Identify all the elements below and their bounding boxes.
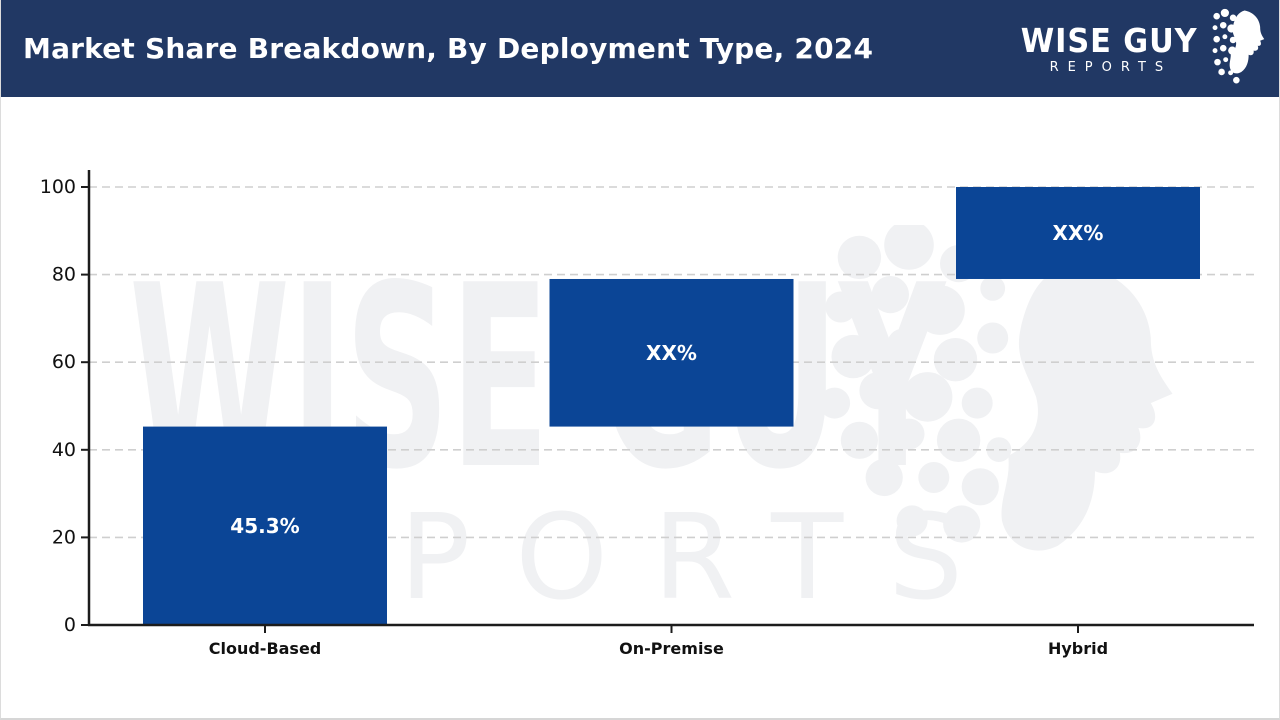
y-tick-label-100: 100 [40, 176, 76, 198]
bar-cloud-based [143, 426, 387, 625]
brand-name: WISE GUY [1020, 20, 1198, 60]
brand-logo: WISE GUY REPORTS [1013, 8, 1267, 90]
y-tick-label-20: 20 [52, 526, 76, 548]
bar-value-label: XX% [1053, 221, 1104, 245]
x-category-label: Cloud-Based [209, 639, 322, 658]
bar-value-label: XX% [646, 341, 697, 365]
y-tick-label-60: 60 [52, 351, 76, 373]
page-title: Market Share Breakdown, By Deployment Ty… [23, 32, 874, 65]
x-category-label: Hybrid [1048, 639, 1108, 658]
y-tick-label-40: 40 [52, 439, 76, 461]
y-tick-label-0: 0 [64, 614, 76, 636]
brand-head-icon [1212, 8, 1265, 83]
brand-subtitle: REPORTS [1049, 59, 1173, 75]
x-category-label: On-Premise [619, 639, 724, 658]
header: Market Share Breakdown, By Deployment Ty… [1, 0, 1279, 97]
bar-on-premise [549, 278, 794, 427]
brand-text: WISE GUY REPORTS [1013, 24, 1205, 74]
bar-value-label: 45.3% [230, 514, 299, 538]
y-tick-label-80: 80 [52, 264, 76, 286]
